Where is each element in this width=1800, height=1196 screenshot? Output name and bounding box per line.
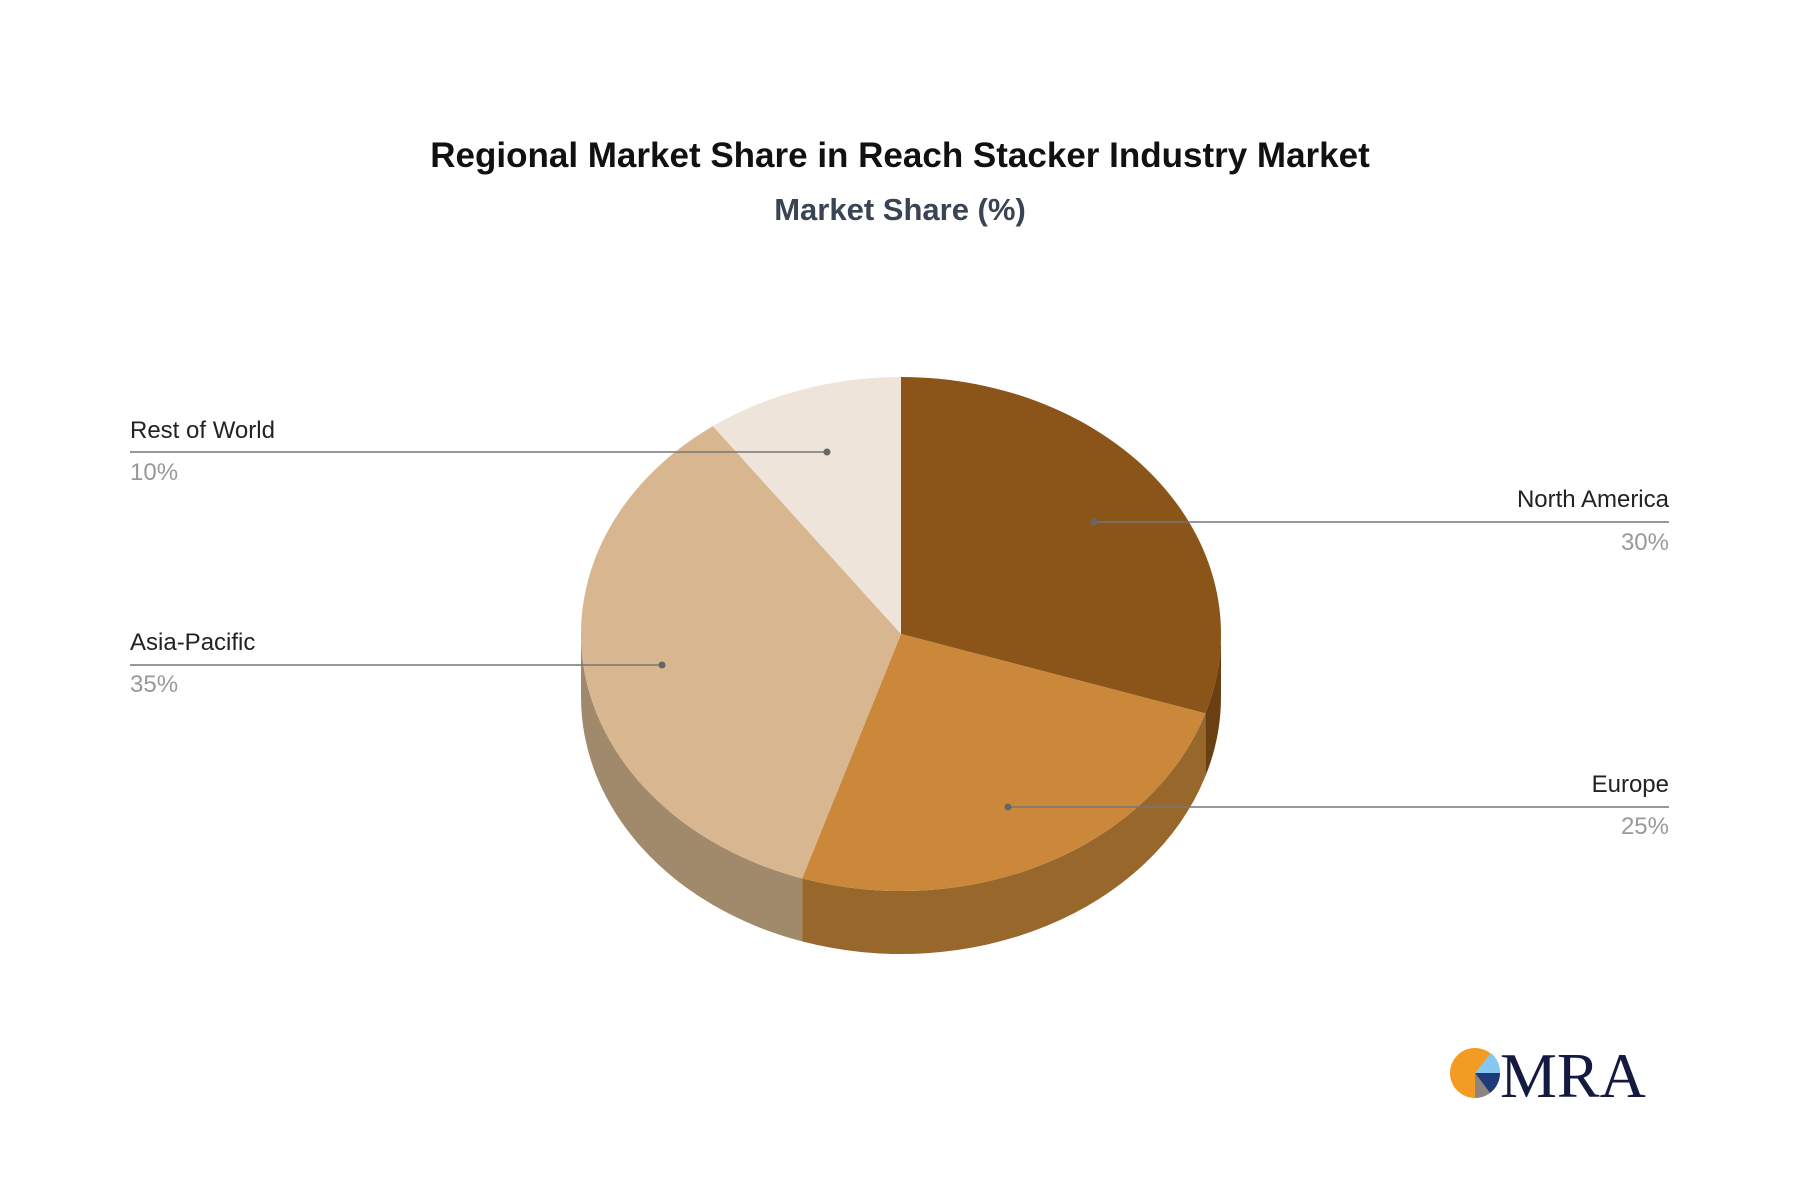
pie-slice-north-america bbox=[901, 377, 1221, 714]
pie-side-europe bbox=[802, 713, 1206, 954]
leader-dot-rest-of-world bbox=[823, 448, 831, 456]
label-asia-pacific: Asia-Pacific bbox=[130, 629, 256, 656]
leader-dot-asia-pacific bbox=[658, 661, 666, 669]
logo-text: MRA bbox=[1500, 1040, 1646, 1110]
value-rest-of-world: 10% bbox=[130, 459, 179, 486]
value-north-america: 30% bbox=[1620, 529, 1669, 556]
pie-slice-europe bbox=[802, 634, 1206, 891]
leader-dot-north-america bbox=[1090, 518, 1098, 526]
pie-slice-rest-of-world bbox=[712, 377, 901, 634]
chart-title: Regional Market Share in Reach Stacker I… bbox=[430, 136, 1370, 175]
label-rest-of-world: Rest of World bbox=[130, 417, 275, 444]
label-north-america: North America bbox=[1516, 486, 1669, 513]
mra-logo: MRA bbox=[1450, 1040, 1646, 1110]
value-europe: 25% bbox=[1620, 813, 1669, 840]
pie-side-north-america bbox=[1205, 634, 1221, 777]
chart-subtitle: Market Share (%) bbox=[774, 192, 1026, 227]
pie-slice-asia-pacific bbox=[580, 426, 901, 879]
value-asia-pacific: 35% bbox=[130, 671, 179, 698]
label-europe: Europe bbox=[1591, 771, 1669, 798]
pie-side-asia-pacific bbox=[581, 634, 803, 942]
leader-dot-europe bbox=[1004, 803, 1012, 811]
